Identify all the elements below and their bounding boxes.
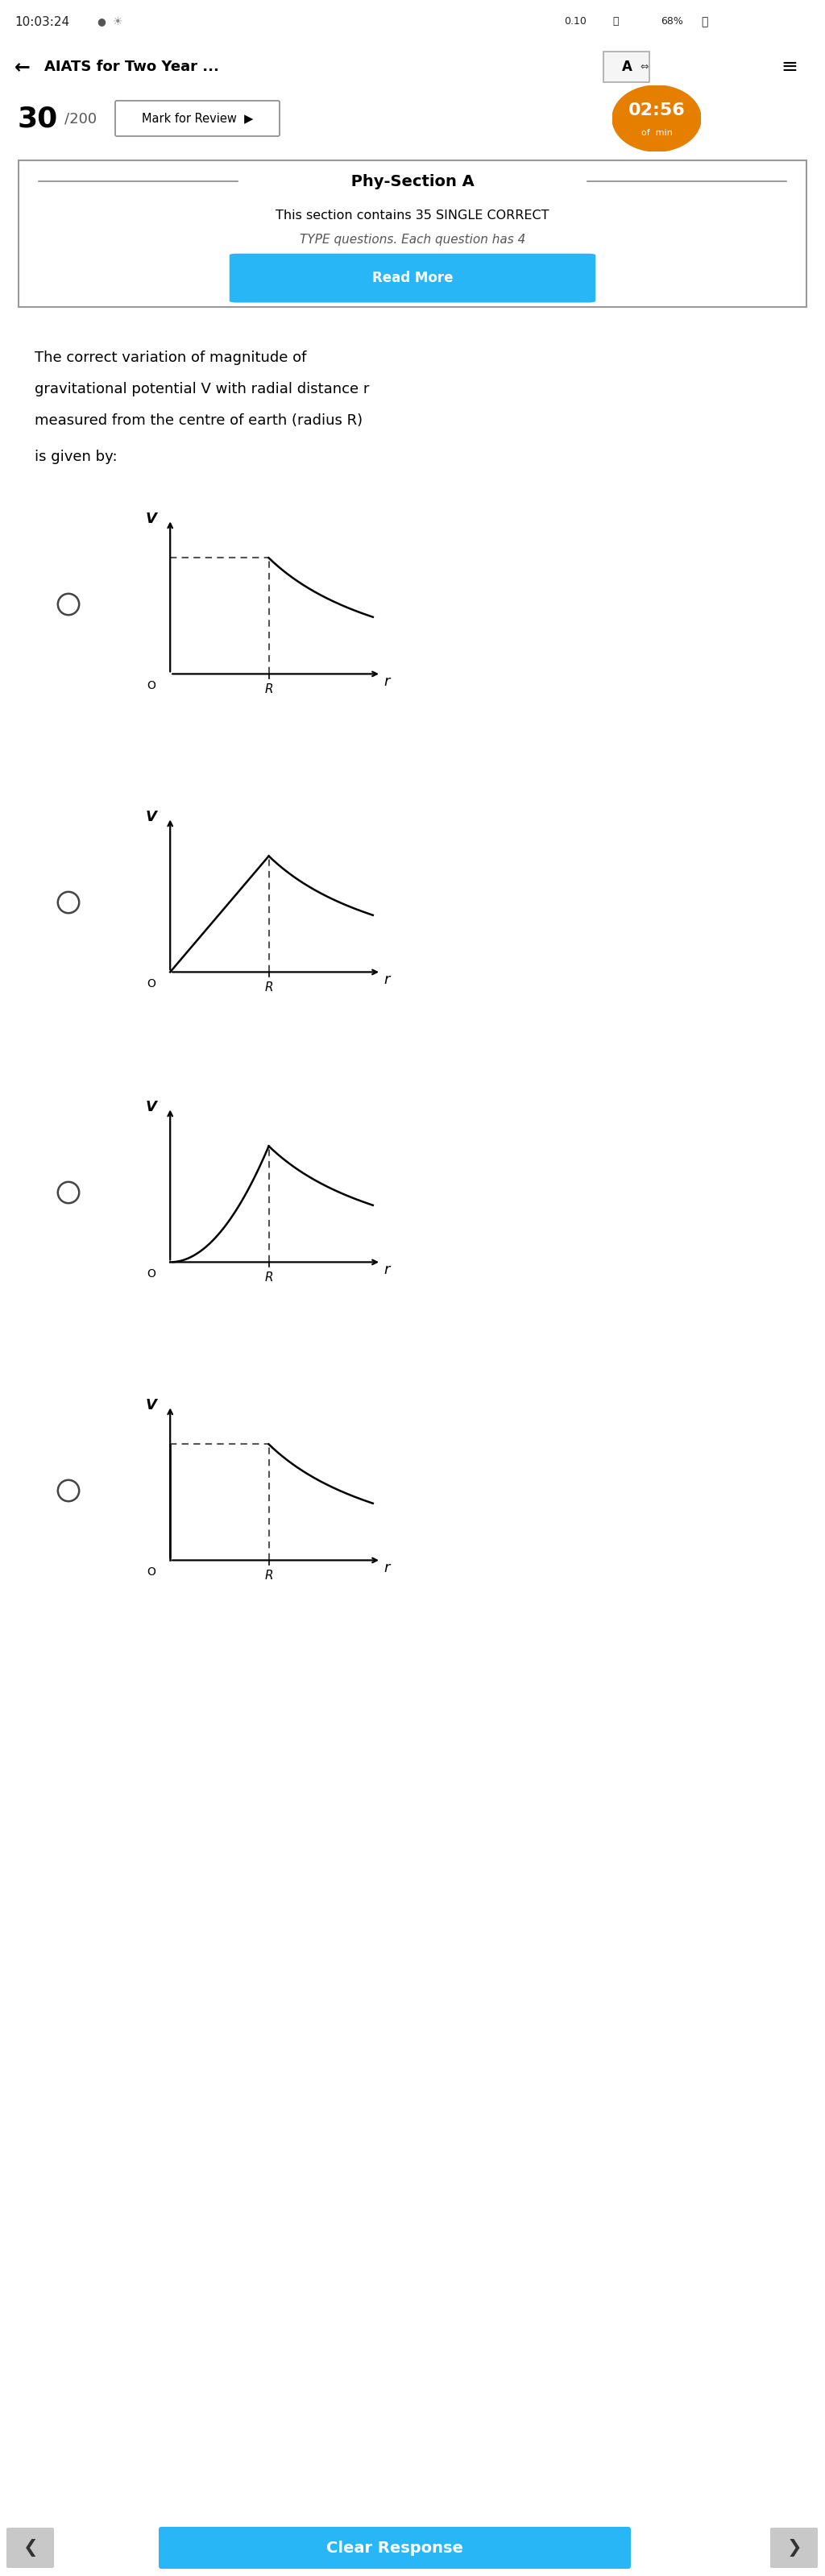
Text: Phy-Section A: Phy-Section A bbox=[346, 175, 479, 188]
Text: r: r bbox=[384, 1262, 389, 1278]
FancyBboxPatch shape bbox=[7, 2527, 54, 2568]
Text: This section contains 35 SINGLE CORRECT: This section contains 35 SINGLE CORRECT bbox=[276, 209, 549, 222]
Text: ←: ← bbox=[15, 57, 31, 77]
Text: ●: ● bbox=[97, 15, 106, 26]
Text: Read More: Read More bbox=[372, 270, 453, 286]
Text: is given by:: is given by: bbox=[35, 451, 117, 464]
Text: 0.10: 0.10 bbox=[564, 15, 587, 26]
Text: V: V bbox=[145, 1399, 157, 1412]
FancyBboxPatch shape bbox=[603, 52, 649, 82]
Text: r: r bbox=[384, 974, 389, 987]
Text: TYPE questions. Each question has 4: TYPE questions. Each question has 4 bbox=[299, 234, 526, 245]
Text: R: R bbox=[265, 1569, 273, 1582]
Ellipse shape bbox=[612, 85, 701, 152]
Text: 30: 30 bbox=[17, 106, 59, 131]
Text: O: O bbox=[147, 680, 155, 690]
FancyBboxPatch shape bbox=[771, 2527, 818, 2568]
Text: gravitational potential V with radial distance r: gravitational potential V with radial di… bbox=[35, 381, 369, 397]
Text: 🔋: 🔋 bbox=[701, 15, 708, 28]
Text: measured from the centre of earth (radius R): measured from the centre of earth (radiu… bbox=[35, 415, 362, 428]
Circle shape bbox=[58, 891, 79, 912]
Circle shape bbox=[58, 1481, 79, 1502]
Text: of  min: of min bbox=[641, 129, 672, 137]
Text: The correct variation of magnitude of: The correct variation of magnitude of bbox=[35, 350, 306, 366]
Text: V: V bbox=[145, 513, 157, 526]
Text: O: O bbox=[147, 979, 155, 989]
Text: AIATS for Two Year ...: AIATS for Two Year ... bbox=[45, 59, 219, 75]
Text: 10:03:24: 10:03:24 bbox=[15, 15, 69, 28]
Text: 68%: 68% bbox=[661, 15, 683, 26]
FancyBboxPatch shape bbox=[18, 160, 807, 307]
Text: r: r bbox=[384, 1561, 389, 1577]
Text: 📶: 📶 bbox=[612, 15, 619, 26]
Text: ☀: ☀ bbox=[113, 15, 123, 28]
Text: A: A bbox=[621, 59, 632, 75]
Text: r: r bbox=[384, 675, 389, 688]
Text: R: R bbox=[265, 1273, 273, 1283]
FancyBboxPatch shape bbox=[158, 2527, 631, 2568]
Text: O: O bbox=[147, 1566, 155, 1577]
Text: R: R bbox=[265, 683, 273, 696]
Text: ❯: ❯ bbox=[787, 2540, 802, 2555]
Circle shape bbox=[58, 592, 79, 616]
Text: V: V bbox=[145, 1100, 157, 1115]
Text: Clear Response: Clear Response bbox=[327, 2540, 463, 2555]
Text: R: R bbox=[265, 981, 273, 994]
Text: ⇔: ⇔ bbox=[640, 62, 648, 72]
FancyBboxPatch shape bbox=[116, 100, 280, 137]
Text: O: O bbox=[147, 1267, 155, 1280]
Text: Mark for Review  ▶: Mark for Review ▶ bbox=[142, 113, 253, 124]
Circle shape bbox=[58, 1182, 79, 1203]
Text: ≡: ≡ bbox=[781, 57, 798, 77]
Text: V: V bbox=[145, 809, 157, 824]
Text: /200: /200 bbox=[64, 111, 97, 126]
Text: 02:56: 02:56 bbox=[628, 103, 685, 118]
Text: ❮: ❮ bbox=[23, 2540, 38, 2555]
FancyBboxPatch shape bbox=[229, 252, 596, 301]
